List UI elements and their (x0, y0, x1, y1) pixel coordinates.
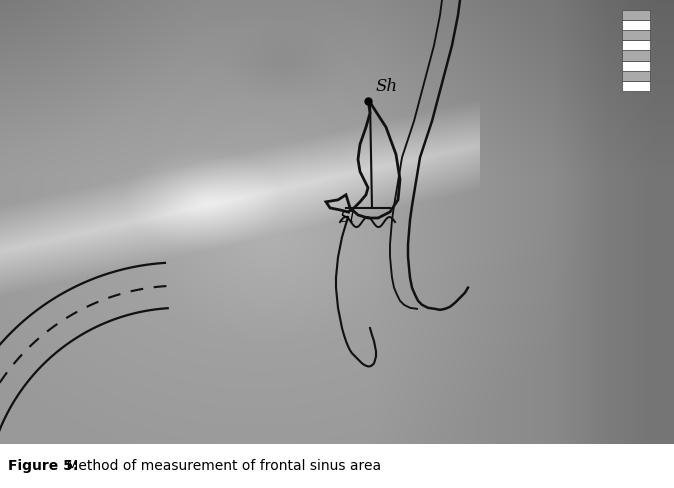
Bar (622, 41, 650, 50)
Text: Sh: Sh (376, 78, 398, 95)
Bar (622, 71, 650, 81)
Bar (622, 50, 650, 61)
Bar (622, 20, 650, 30)
Text: Figure 5:: Figure 5: (8, 459, 78, 473)
Text: Method of measurement of frontal sinus area: Method of measurement of frontal sinus a… (62, 459, 381, 473)
Bar (622, 30, 650, 41)
Bar (622, 61, 650, 71)
Bar (622, 81, 650, 91)
Text: Sl: Sl (340, 211, 355, 225)
Bar (622, 10, 650, 20)
